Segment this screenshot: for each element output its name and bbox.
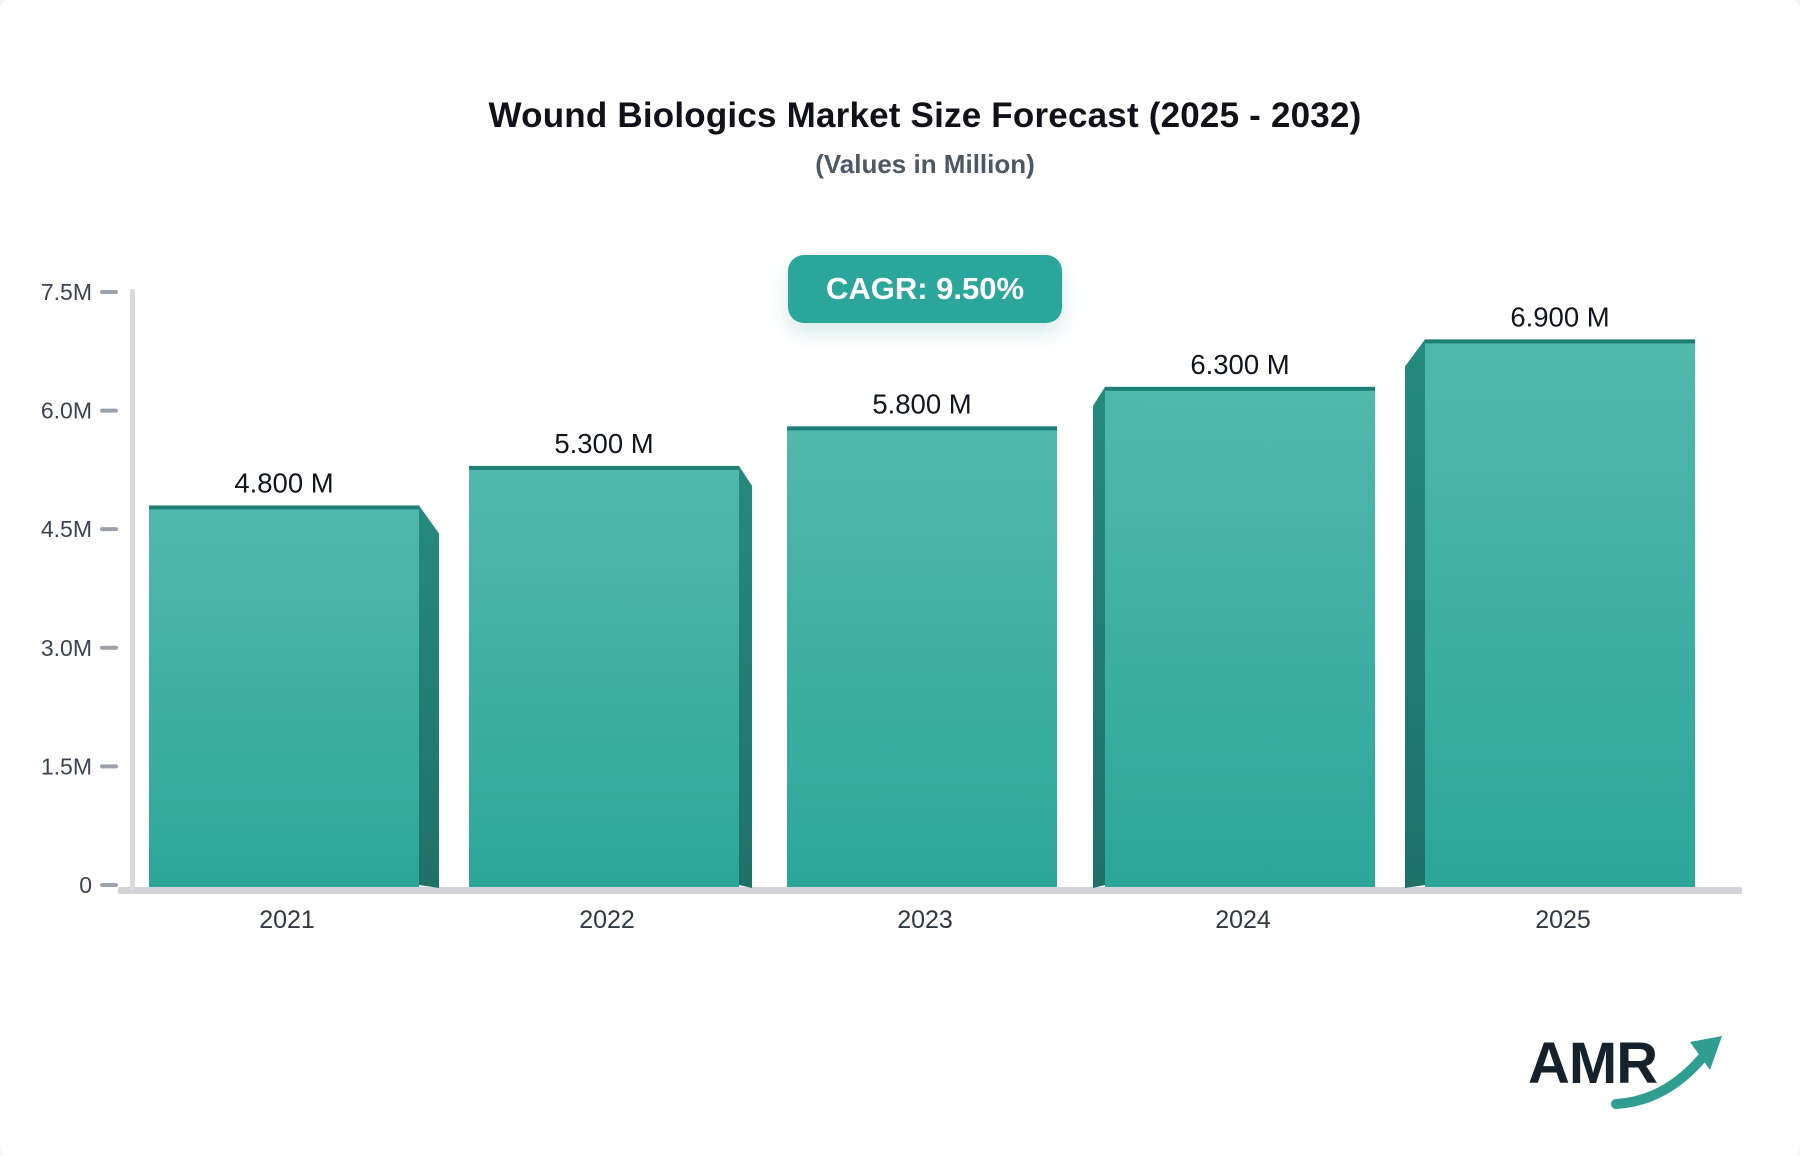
- bar-side-face: [1093, 386, 1105, 888]
- bar-side-face: [1405, 339, 1425, 888]
- bar-top-edge: [469, 465, 739, 470]
- amr-logo: AMR: [1518, 1022, 1738, 1112]
- y-tick-label: 3.0M: [41, 635, 92, 661]
- y-tick-label: 7.5M: [41, 279, 92, 305]
- x-axis-label: 2023: [897, 906, 953, 934]
- growth-arrow-icon: [1611, 1036, 1722, 1109]
- bar-side-face: [739, 465, 752, 888]
- y-tick-label: 1.5M: [41, 753, 92, 779]
- y-tick-label: 6.0M: [41, 398, 92, 424]
- chart-subtitle: (Values in Million): [815, 149, 1035, 179]
- y-tick-mark: [100, 764, 118, 769]
- x-axis-line: [118, 887, 1742, 894]
- bar-side-face: [419, 505, 439, 888]
- y-tick-label: 0: [79, 872, 92, 898]
- y-tick-label: 4.5M: [41, 516, 92, 542]
- bar-value-label: 5.800 M: [872, 388, 971, 419]
- cagr-badge: CAGR: 9.50%: [788, 255, 1062, 323]
- y-tick-mark: [100, 527, 118, 532]
- y-tick-mark: [100, 408, 118, 413]
- bar-value-label: 6.900 M: [1510, 301, 1609, 332]
- x-axis-label: 2024: [1215, 906, 1271, 934]
- bar-value-label: 5.300 M: [554, 428, 653, 459]
- bar: [787, 426, 1057, 887]
- y-tick-mark: [100, 883, 118, 887]
- x-axis-label: 2025: [1535, 906, 1591, 934]
- bar-value-label: 6.300 M: [1190, 349, 1289, 380]
- y-tick-mark: [100, 289, 118, 294]
- amr-logo-text: AMR: [1528, 1031, 1658, 1096]
- x-axis-label: 2021: [259, 906, 315, 934]
- chart-title: Wound Biologics Market Size Forecast (20…: [488, 96, 1362, 135]
- bar: [1425, 339, 1695, 887]
- bar-top-edge: [149, 505, 419, 510]
- bar: [149, 505, 419, 887]
- bar-top-edge: [1105, 386, 1375, 391]
- y-axis-line: [130, 289, 135, 890]
- y-tick-mark: [100, 645, 118, 650]
- cagr-badge-label: CAGR: 9.50%: [825, 271, 1025, 306]
- bar-top-edge: [787, 426, 1057, 431]
- bar-value-label: 4.800 M: [234, 467, 333, 498]
- bar: [469, 465, 739, 887]
- x-axis-label: 2022: [579, 906, 635, 934]
- bar: [1105, 386, 1375, 887]
- bar-top-edge: [1425, 339, 1695, 344]
